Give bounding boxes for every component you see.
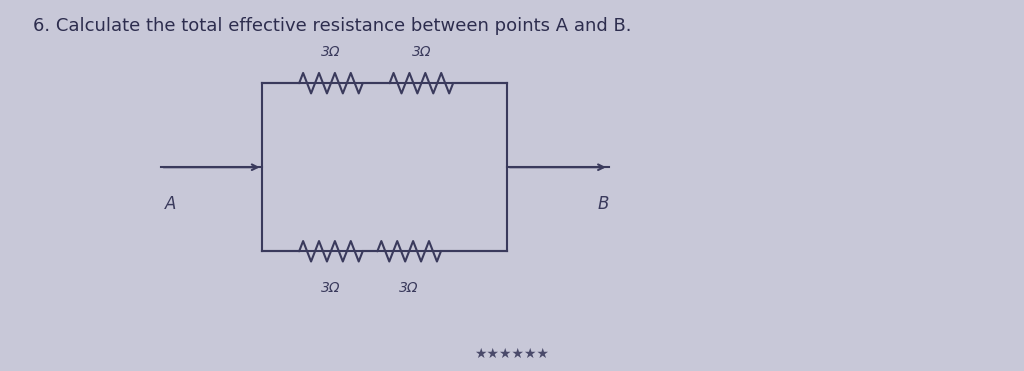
Text: 3Ω: 3Ω bbox=[412, 45, 431, 59]
Text: B: B bbox=[598, 195, 609, 213]
Text: 3Ω: 3Ω bbox=[322, 281, 341, 295]
Text: ★★★★★★: ★★★★★★ bbox=[474, 347, 550, 361]
Text: A: A bbox=[165, 195, 176, 213]
Text: 6. Calculate the total effective resistance between points A and B.: 6. Calculate the total effective resista… bbox=[34, 17, 632, 35]
Text: 3Ω: 3Ω bbox=[322, 45, 341, 59]
Text: 3Ω: 3Ω bbox=[399, 281, 419, 295]
